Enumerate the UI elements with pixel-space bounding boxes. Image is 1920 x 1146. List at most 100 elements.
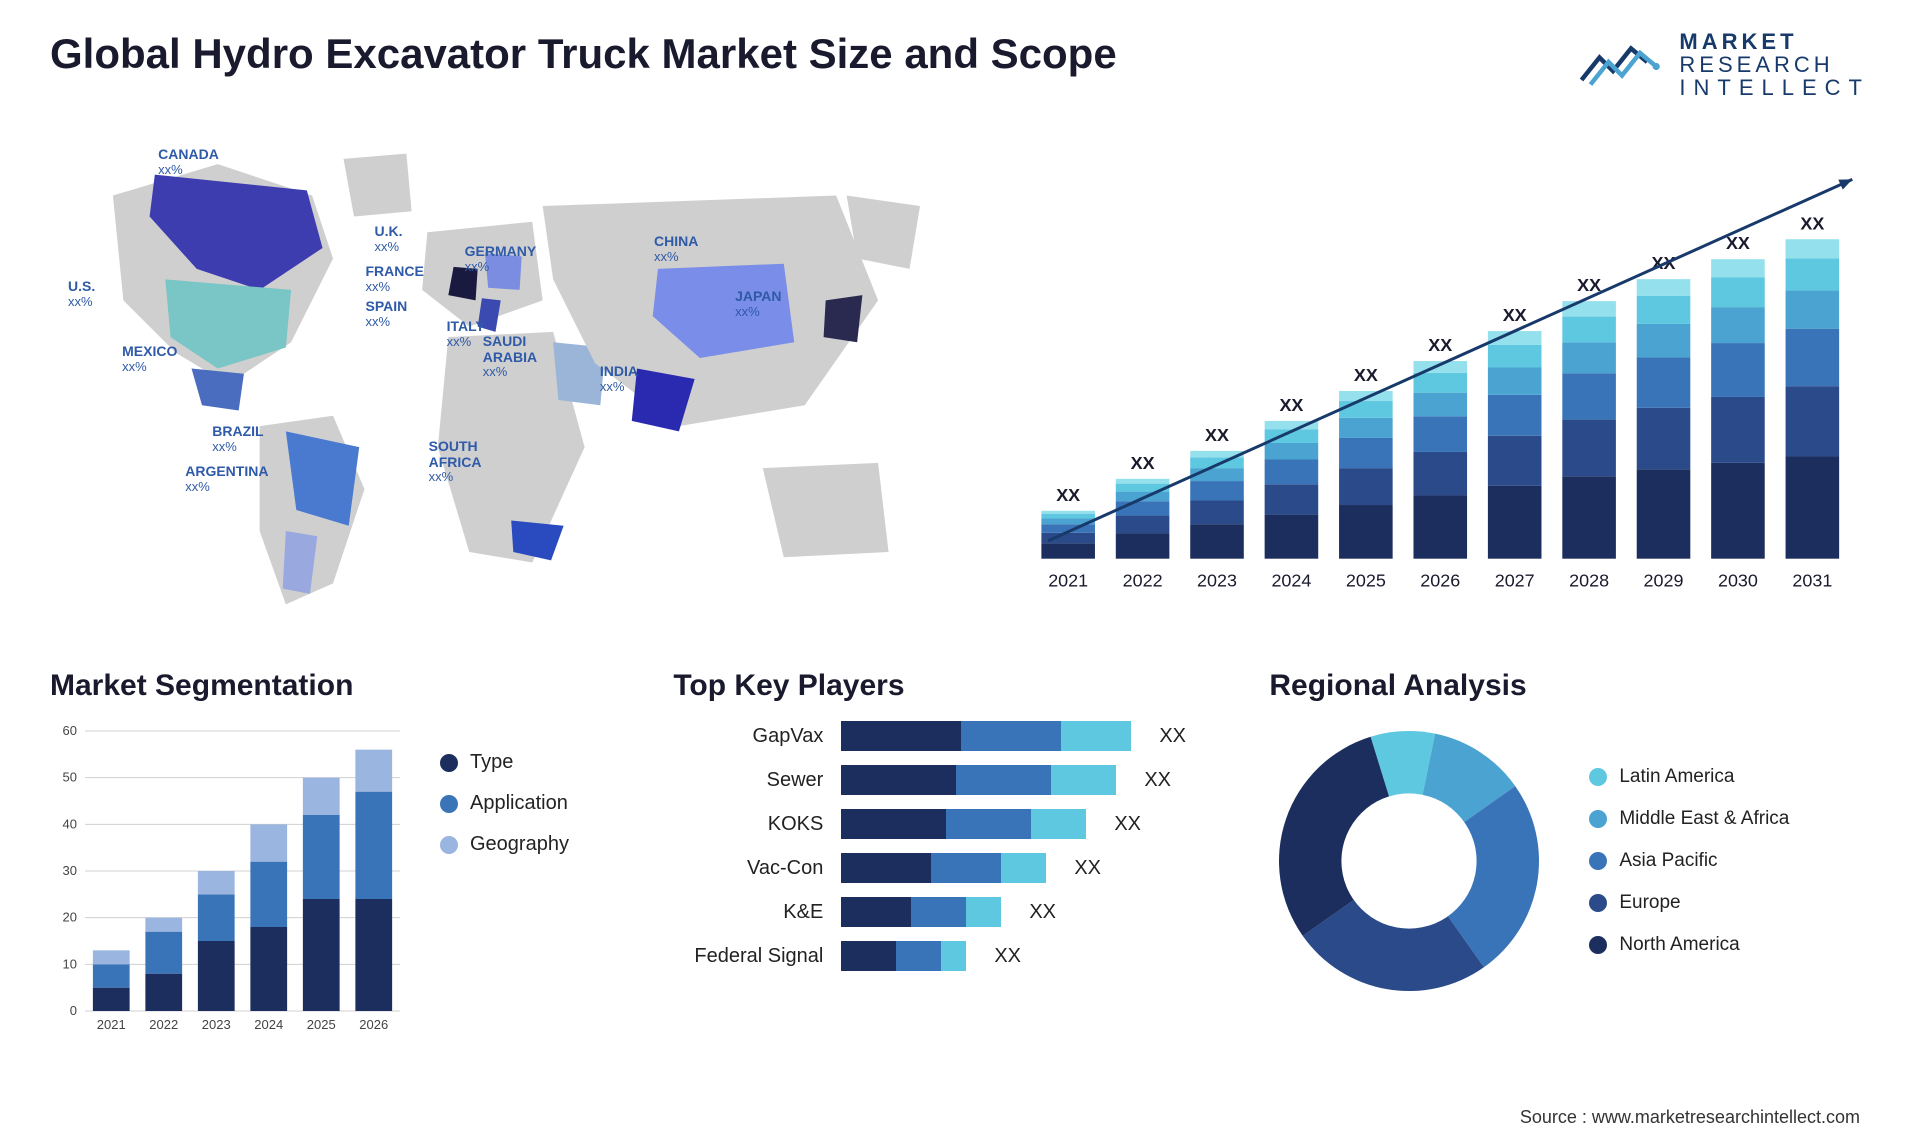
svg-text:2025: 2025 xyxy=(1346,571,1386,591)
svg-text:2021: 2021 xyxy=(1049,571,1089,591)
page-title: Global Hydro Excavator Truck Market Size… xyxy=(50,30,1117,78)
legend-item: Latin America xyxy=(1589,766,1789,788)
svg-text:50: 50 xyxy=(63,770,77,785)
player-name: KOKS xyxy=(673,813,823,836)
map-label: SAUDI ARABIAxx% xyxy=(483,334,553,379)
svg-text:0: 0 xyxy=(70,1003,77,1018)
map-label: U.S.xx% xyxy=(68,279,95,309)
regional-title: Regional Analysis xyxy=(1269,669,1870,703)
player-value: XX xyxy=(1074,857,1101,880)
player-name: GapVax xyxy=(673,725,823,748)
world-map-panel: CANADAxx% U.S.xx% MEXICOxx% BRAZILxx% ARGENT… xyxy=(50,129,951,629)
svg-text:2031: 2031 xyxy=(1793,571,1833,591)
svg-text:2021: 2021 xyxy=(97,1017,126,1032)
map-label: ITALYxx% xyxy=(447,319,485,349)
svg-text:2030: 2030 xyxy=(1718,571,1758,591)
svg-text:XX: XX xyxy=(1280,395,1304,415)
svg-text:30: 30 xyxy=(63,863,77,878)
svg-text:XX: XX xyxy=(1206,425,1230,445)
logo-text-2: RESEARCH xyxy=(1679,53,1870,76)
player-row: Vac-Con XX xyxy=(673,853,1219,883)
svg-text:20: 20 xyxy=(63,910,77,925)
logo-text-1: MARKET xyxy=(1679,30,1870,53)
segmentation-title: Market Segmentation xyxy=(50,669,623,703)
svg-text:2027: 2027 xyxy=(1495,571,1535,591)
player-row: GapVax XX xyxy=(673,721,1219,751)
legend-item: North America xyxy=(1589,934,1789,956)
player-row: Federal Signal XX xyxy=(673,941,1219,971)
legend-item: Application xyxy=(440,792,569,815)
svg-text:XX: XX xyxy=(1354,365,1378,385)
map-label: FRANCExx% xyxy=(366,264,424,294)
svg-text:2022: 2022 xyxy=(1123,571,1163,591)
player-bar xyxy=(841,721,1131,751)
svg-text:60: 60 xyxy=(63,723,77,738)
map-label: SPAINxx% xyxy=(366,299,408,329)
player-name: Federal Signal xyxy=(673,945,823,968)
source-attribution: Source : www.marketresearchintellect.com xyxy=(1520,1107,1860,1128)
player-row: Sewer XX xyxy=(673,765,1219,795)
player-value: XX xyxy=(994,945,1021,968)
map-label: INDIAxx% xyxy=(600,364,638,394)
map-label: SOUTH AFRICAxx% xyxy=(429,439,499,484)
growth-chart-panel: XX 2021 XX 2022 XX 2023 XX 2024 XX 2025 XX 2026 XX 20… xyxy=(1011,129,1870,629)
map-label: BRAZILxx% xyxy=(212,424,263,454)
legend-item: Type xyxy=(440,751,569,774)
player-bar xyxy=(841,765,1116,795)
svg-text:XX: XX xyxy=(1131,453,1155,473)
map-label: JAPANxx% xyxy=(735,289,781,319)
legend-item: Europe xyxy=(1589,892,1789,914)
regional-legend: Latin America Middle East & Africa Asia Pa… xyxy=(1589,766,1789,956)
players-bar-chart: GapVaxXXSewerXXKOKSXXVac-ConXXK&EXXFeder… xyxy=(673,721,1219,985)
segmentation-bar-chart: 0 10 20 30 40 50 60 2021 2022 2023 2024 2025 2026 xyxy=(50,721,410,1041)
svg-text:2026: 2026 xyxy=(359,1017,388,1032)
svg-text:XX: XX xyxy=(1429,335,1453,355)
svg-text:2025: 2025 xyxy=(307,1017,336,1032)
map-label: GERMANYxx% xyxy=(465,244,537,274)
svg-text:XX: XX xyxy=(1801,214,1825,234)
svg-text:2024: 2024 xyxy=(254,1017,283,1032)
player-value: XX xyxy=(1144,769,1171,792)
player-name: K&E xyxy=(673,901,823,924)
player-name: Vac-Con xyxy=(673,857,823,880)
legend-item: Geography xyxy=(440,833,569,856)
players-title: Top Key Players xyxy=(673,669,1219,703)
player-bar xyxy=(841,897,1001,927)
logo-mark-icon xyxy=(1577,32,1667,97)
player-bar xyxy=(841,809,1086,839)
segmentation-legend: Type Application Geography xyxy=(440,721,569,856)
regional-panel: Regional Analysis Latin America Middle Ea… xyxy=(1269,669,1870,1089)
regional-donut-chart xyxy=(1269,721,1549,1001)
svg-text:XX: XX xyxy=(1057,485,1081,505)
svg-text:2024: 2024 xyxy=(1272,571,1312,591)
svg-text:2029: 2029 xyxy=(1644,571,1684,591)
player-row: K&E XX xyxy=(673,897,1219,927)
player-bar xyxy=(841,853,1046,883)
svg-text:10: 10 xyxy=(63,957,77,972)
player-value: XX xyxy=(1029,901,1056,924)
logo-text-3: INTELLECT xyxy=(1679,76,1870,99)
svg-text:XX: XX xyxy=(1578,275,1602,295)
svg-text:XX: XX xyxy=(1726,234,1750,254)
map-label: CHINAxx% xyxy=(654,234,698,264)
player-name: Sewer xyxy=(673,769,823,792)
brand-logo: MARKET RESEARCH INTELLECT xyxy=(1577,30,1870,99)
legend-item: Asia Pacific xyxy=(1589,850,1789,872)
legend-item: Middle East & Africa xyxy=(1589,808,1789,830)
svg-text:2026: 2026 xyxy=(1421,571,1461,591)
map-label: MEXICOxx% xyxy=(122,344,177,374)
growth-bar-chart: XX 2021 XX 2022 XX 2023 XX 2024 XX 2025 XX 2026 XX 20… xyxy=(1011,149,1870,609)
svg-text:2023: 2023 xyxy=(1198,571,1238,591)
svg-text:2022: 2022 xyxy=(149,1017,178,1032)
player-value: XX xyxy=(1159,725,1186,748)
player-bar xyxy=(841,941,966,971)
players-panel: Top Key Players GapVaxXXSewerXXKOKSXXVac… xyxy=(673,669,1219,1089)
map-label: CANADAxx% xyxy=(158,147,219,177)
svg-text:XX: XX xyxy=(1503,305,1527,325)
player-value: XX xyxy=(1114,813,1141,836)
svg-text:40: 40 xyxy=(63,817,77,832)
segmentation-panel: Market Segmentation 0 10 20 30 40 50 60 2021 202… xyxy=(50,669,623,1089)
map-label: U.K.xx% xyxy=(375,224,403,254)
svg-text:2023: 2023 xyxy=(202,1017,231,1032)
map-label: ARGENTINAxx% xyxy=(185,464,268,494)
